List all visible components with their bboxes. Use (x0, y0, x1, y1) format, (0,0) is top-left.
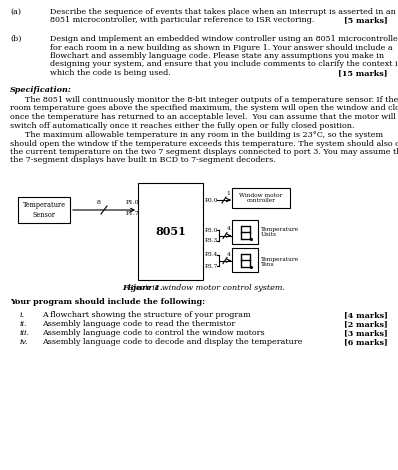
Text: (b): (b) (10, 35, 21, 43)
Text: iv.: iv. (20, 338, 29, 346)
Text: [4 marks]: [4 marks] (344, 311, 388, 319)
Text: flowchart and assembly language code. Please state any assumptions you make in: flowchart and assembly language code. Pl… (50, 52, 384, 60)
Text: should open the window if the temperature exceeds this temperature. The system s: should open the window if the temperatur… (10, 140, 398, 148)
Text: which the code is being used.: which the code is being used. (50, 69, 171, 77)
Text: Your program should include the following:: Your program should include the followin… (10, 298, 205, 306)
Text: P3.0: P3.0 (205, 227, 218, 233)
Text: The 8051 will continuously monitor the 8-bit integer outputs of a temperature se: The 8051 will continuously monitor the 8… (25, 96, 398, 104)
Text: Specification:: Specification: (10, 86, 72, 94)
Bar (232, 248, 258, 272)
Text: Temperature
Tens: Temperature Tens (261, 257, 299, 267)
Text: designing your system, and ensure that you include comments to clarify the conte: designing your system, and ensure that y… (50, 61, 398, 69)
Text: P3.7: P3.7 (205, 264, 218, 268)
Text: 8051: 8051 (155, 226, 186, 237)
Text: 8051 microcontroller, with particular reference to ISR vectoring.: 8051 microcontroller, with particular re… (50, 16, 314, 24)
Text: The maximum allowable temperature in any room in the building is 23°C, so the sy: The maximum allowable temperature in any… (25, 131, 383, 139)
Text: P1.0: P1.0 (126, 200, 140, 205)
Text: [3 marks]: [3 marks] (344, 329, 388, 337)
Text: 8: 8 (97, 200, 101, 205)
Text: Assembly language code to control the window motors: Assembly language code to control the wi… (42, 329, 265, 337)
Text: the 7-segment displays have built in BCD to 7-segment decoders.: the 7-segment displays have built in BCD… (10, 157, 276, 164)
Bar (232, 188, 290, 208)
Text: [6 marks]: [6 marks] (344, 338, 388, 346)
Text: 4: 4 (227, 227, 231, 232)
Text: [5 marks]: [5 marks] (344, 16, 388, 24)
Text: 4: 4 (227, 251, 231, 257)
Text: Temperature
Units: Temperature Units (261, 227, 299, 237)
Text: P1.7: P1.7 (126, 211, 140, 216)
Text: A flowchart showing the structure of your program: A flowchart showing the structure of you… (42, 311, 251, 319)
Text: once the temperature has returned to an acceptable level.  You can assume that t: once the temperature has returned to an … (10, 113, 396, 121)
Text: Figure 1.: Figure 1. (122, 284, 162, 292)
Text: (a): (a) (10, 8, 21, 16)
Bar (232, 220, 258, 244)
Text: ii.: ii. (20, 320, 27, 328)
Text: room temperature goes above the specified maximum, the system will open the wind: room temperature goes above the specifie… (10, 104, 398, 112)
Text: Describe the sequence of events that takes place when an interrupt is asserted i: Describe the sequence of events that tak… (50, 8, 396, 16)
Text: Temperature
Sensor: Temperature Sensor (23, 202, 66, 219)
Text: [2 marks]: [2 marks] (344, 320, 388, 328)
Text: P3.4: P3.4 (205, 252, 218, 258)
Text: i.: i. (20, 311, 25, 319)
Text: Design and implement an embedded window controller using an 8051 microcontroller: Design and implement an embedded window … (50, 35, 398, 43)
Text: Electric window motor control system.: Electric window motor control system. (125, 284, 285, 292)
Text: Assembly language code to read the thermistor: Assembly language code to read the therm… (42, 320, 235, 328)
Text: switch off automatically once it reaches either the fully open or fully closed p: switch off automatically once it reaches… (10, 122, 355, 130)
Text: [15 marks]: [15 marks] (339, 69, 388, 77)
Text: for each room in a new building as shown in Figure 1. Your answer should include: for each room in a new building as shown… (50, 44, 392, 52)
Text: the current temperature on the two 7 segment displays connected to port 3. You m: the current temperature on the two 7 seg… (10, 148, 398, 156)
Text: Window motor
controller: Window motor controller (239, 193, 283, 204)
Text: P3.3: P3.3 (205, 238, 218, 243)
Bar (18, 197, 70, 223)
Text: Assembly language code to decode and display the temperature: Assembly language code to decode and dis… (42, 338, 302, 346)
Text: P0.0: P0.0 (205, 197, 219, 203)
Text: 1: 1 (226, 191, 230, 196)
Bar (138, 183, 203, 280)
Text: iii.: iii. (20, 329, 30, 337)
